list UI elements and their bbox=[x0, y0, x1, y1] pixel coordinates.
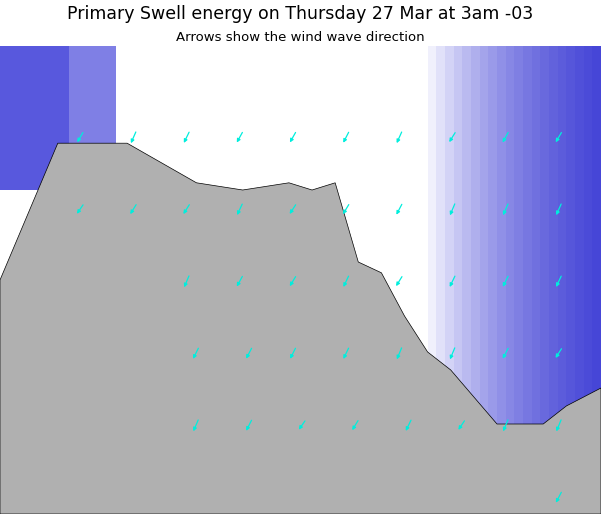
Bar bbox=[497, 46, 601, 514]
Bar bbox=[558, 46, 601, 514]
Polygon shape bbox=[0, 143, 601, 514]
Bar bbox=[436, 46, 601, 514]
Bar bbox=[549, 46, 601, 514]
Bar bbox=[488, 46, 601, 514]
Bar bbox=[575, 46, 601, 514]
Bar bbox=[540, 46, 601, 514]
Bar bbox=[428, 46, 601, 514]
Bar bbox=[532, 46, 601, 514]
Bar bbox=[462, 46, 601, 514]
Bar bbox=[471, 46, 601, 514]
Bar bbox=[0, 46, 69, 190]
Bar bbox=[566, 46, 601, 514]
Bar bbox=[445, 46, 601, 514]
Bar bbox=[593, 46, 601, 514]
Bar bbox=[523, 46, 601, 514]
Bar bbox=[505, 46, 601, 514]
Text: Arrows show the wind wave direction: Arrows show the wind wave direction bbox=[176, 31, 425, 44]
Bar bbox=[480, 46, 601, 514]
Bar bbox=[584, 46, 601, 514]
Text: Primary Swell energy on Thursday 27 Mar at 3am -03: Primary Swell energy on Thursday 27 Mar … bbox=[67, 5, 534, 23]
Bar bbox=[0, 46, 115, 190]
Bar bbox=[454, 46, 601, 514]
Bar bbox=[514, 46, 601, 514]
